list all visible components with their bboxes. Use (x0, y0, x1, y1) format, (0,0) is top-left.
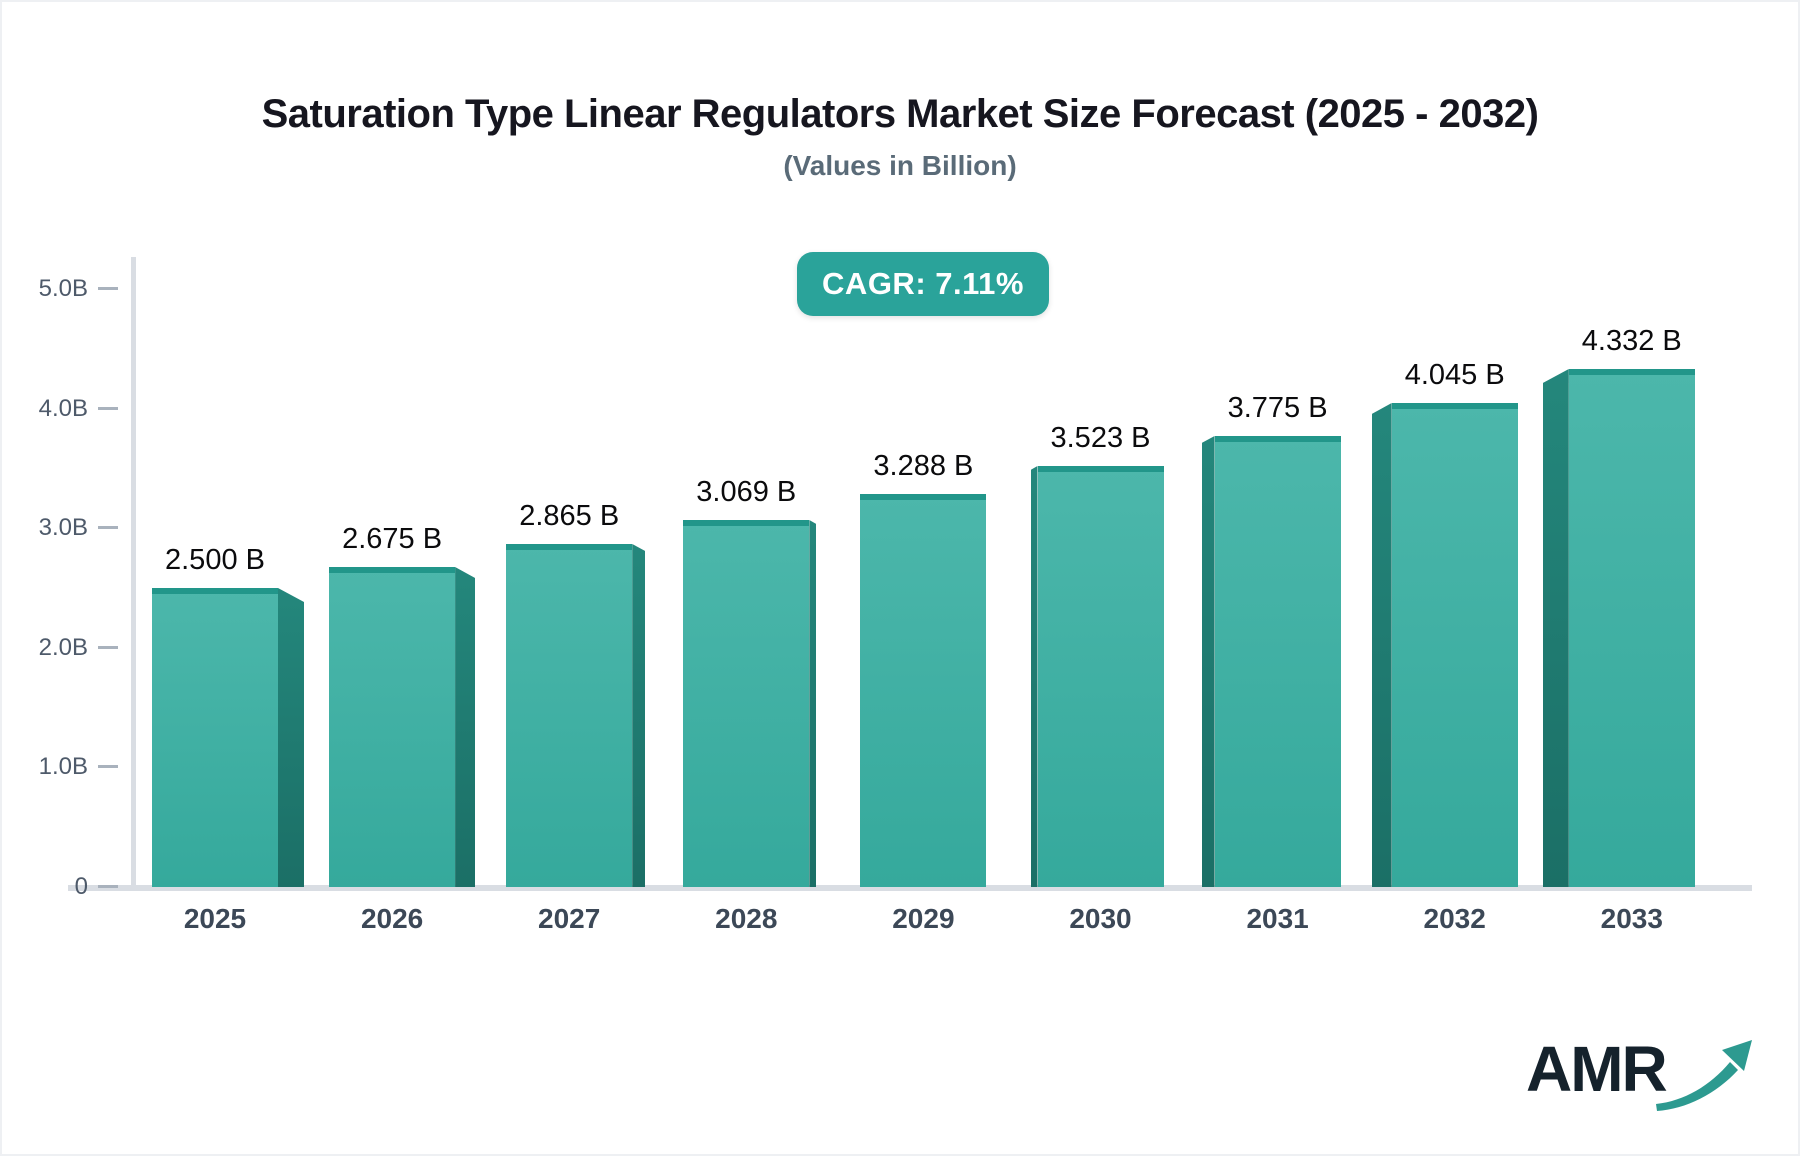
bar-side-face (809, 520, 817, 887)
bar-side-face (1201, 436, 1215, 887)
amr-logo: AMR (1526, 1032, 1752, 1118)
x-axis-label: 2027 (538, 903, 601, 934)
bar-value-label: 3.288 B (873, 450, 974, 482)
bar-side-face (1030, 466, 1038, 887)
bar-group: 2.865 B (506, 500, 646, 887)
y-axis-tick-label: 1.0B (38, 753, 88, 781)
bar-group: 3.523 B (1030, 422, 1164, 887)
y-axis-tick (98, 406, 118, 410)
x-axis-label: 2028 (715, 903, 778, 934)
y-axis-tick (98, 765, 118, 769)
y-axis-tick (98, 645, 118, 649)
chart-subtitle: (Values in Billion) (783, 150, 1017, 181)
y-axis-tick (98, 287, 118, 290)
bar-face (1214, 436, 1341, 887)
bar-side-face (632, 544, 646, 887)
bar-face (152, 588, 278, 887)
bar-top-edge (1037, 466, 1164, 472)
bar-face (683, 520, 810, 887)
bar-top-edge (329, 567, 456, 573)
bar-top-edge (1568, 369, 1695, 375)
bar-top-edge (860, 494, 987, 500)
bar-top-edge (506, 544, 633, 550)
x-axis-label: 2031 (1246, 903, 1309, 934)
y-axis-tick-label: 3.0B (38, 514, 88, 542)
bar-top-edge (1391, 403, 1518, 409)
bar-face (1037, 466, 1164, 887)
bar-side-face (278, 588, 304, 887)
y-axis-tick-label: 0 (74, 873, 88, 900)
bar-group: 3.069 B (683, 476, 817, 887)
bar-value-label: 2.865 B (519, 500, 620, 532)
bar-value-label: 2.675 B (342, 523, 443, 555)
growth-arrow-icon (1656, 1040, 1752, 1111)
cagr-badge: CAGR: 7.11% (797, 252, 1049, 316)
bar-top-edge (152, 588, 278, 594)
y-axis-tick-label: 5.0B (38, 275, 88, 302)
y-axis-tick-label: 4.0B (38, 394, 88, 422)
bar-face (860, 494, 987, 887)
x-axis-label: 2033 (1600, 903, 1663, 934)
bar-value-label: 3.069 B (696, 476, 797, 508)
bar-group: 3.288 B (860, 450, 987, 887)
x-axis-baseline (68, 885, 1752, 891)
bar-face (329, 567, 456, 887)
bar-group: 2.500 B (152, 544, 304, 887)
bar-value-label: 4.045 B (1404, 359, 1505, 391)
bar-top-edge (683, 520, 810, 526)
x-axis-label: 2029 (892, 903, 955, 934)
bar-side-face (455, 567, 476, 887)
bar-face (1391, 403, 1518, 887)
bar-group: 4.332 B (1542, 325, 1695, 887)
bar-face (506, 544, 633, 887)
chart-title: Saturation Type Linear Regulators Market… (261, 92, 1539, 136)
bar-value-label: 4.332 B (1581, 325, 1682, 357)
bar-side-face (1542, 369, 1569, 887)
bar-group: 3.775 B (1201, 392, 1341, 887)
bar-face (1568, 369, 1695, 887)
bar-side-face (1371, 403, 1392, 887)
amr-logo-text: AMR (1526, 1033, 1668, 1105)
bar-value-label: 3.523 B (1050, 422, 1151, 454)
x-axis-label: 2026 (360, 903, 424, 934)
y-axis-tick-label: 2.0B (38, 633, 88, 661)
bar-group: 4.045 B (1371, 359, 1518, 887)
bar-value-label: 2.500 B (165, 544, 265, 576)
x-axis-label: 2030 (1069, 903, 1132, 934)
x-axis-label: 2032 (1423, 903, 1486, 934)
cagr-badge-label: CAGR: 7.11% (822, 266, 1024, 301)
bar-value-label: 3.775 B (1227, 392, 1328, 424)
bar-top-edge (1214, 436, 1341, 442)
x-axis-label: 2025 (183, 903, 247, 934)
bar-group: 2.675 B (329, 523, 476, 887)
y-axis-line (131, 257, 136, 890)
y-axis-tick (98, 885, 118, 888)
y-axis-tick (98, 526, 118, 530)
